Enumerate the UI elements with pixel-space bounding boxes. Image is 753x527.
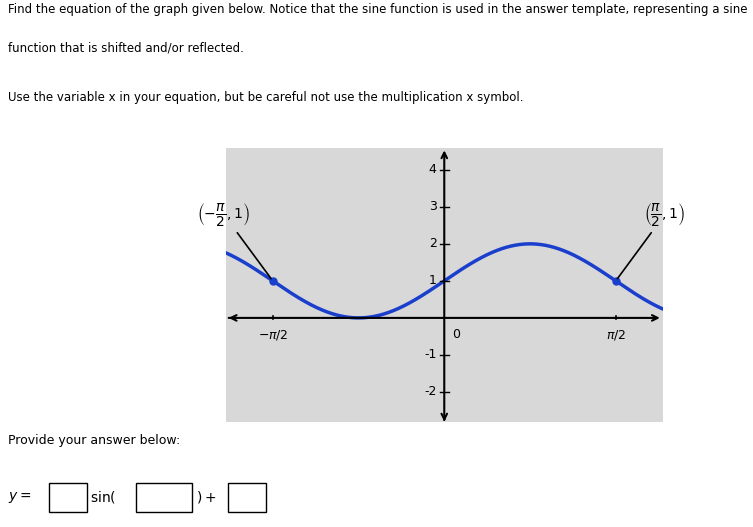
Text: $)+$: $)+$ xyxy=(196,490,216,505)
Text: $-\pi/2$: $-\pi/2$ xyxy=(258,328,288,342)
Text: -1: -1 xyxy=(424,348,437,362)
Text: 4: 4 xyxy=(428,163,437,176)
Text: Provide your answer below:: Provide your answer below: xyxy=(8,434,180,447)
Text: 1: 1 xyxy=(428,275,437,287)
Text: $\left(\dfrac{\pi}{2},1\right)$: $\left(\dfrac{\pi}{2},1\right)$ xyxy=(617,201,685,279)
Bar xyxy=(136,483,192,512)
Text: $\pi/2$: $\pi/2$ xyxy=(606,328,626,342)
Text: Use the variable x in your equation, but be careful not use the multiplication x: Use the variable x in your equation, but… xyxy=(8,92,523,104)
Text: -2: -2 xyxy=(424,385,437,398)
Text: $\sin($: $\sin($ xyxy=(90,490,117,505)
Text: function that is shifted and/or reflected.: function that is shifted and/or reflecte… xyxy=(8,41,243,54)
Bar xyxy=(228,483,266,512)
Bar xyxy=(49,483,87,512)
Text: $0$: $0$ xyxy=(452,328,461,341)
Text: Find the equation of the graph given below. Notice that the sine function is use: Find the equation of the graph given bel… xyxy=(8,3,747,16)
Text: 3: 3 xyxy=(428,200,437,213)
Text: $y=$: $y=$ xyxy=(8,490,31,505)
Text: $\left(-\dfrac{\pi}{2},1\right)$: $\left(-\dfrac{\pi}{2},1\right)$ xyxy=(197,201,271,279)
Text: 2: 2 xyxy=(428,237,437,250)
